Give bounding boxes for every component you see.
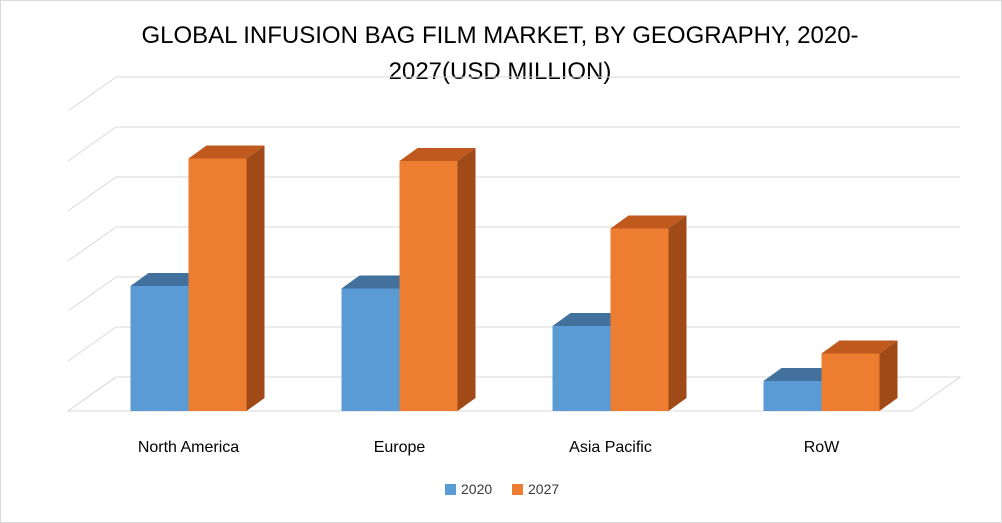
category-label: Europe <box>374 439 426 456</box>
bar-top <box>552 313 629 326</box>
chart-title-line-2: 2027(USD MILLION) <box>388 58 612 85</box>
gridline-side <box>67 326 117 362</box>
category-label: North America <box>138 439 239 456</box>
legend-label: 2027 <box>528 481 559 497</box>
bar-top <box>399 148 476 161</box>
bar-front <box>552 326 611 411</box>
legend-label: 2020 <box>461 481 492 497</box>
bar-front <box>130 286 189 411</box>
bars <box>130 145 898 411</box>
gridline-side <box>67 376 117 412</box>
gridline-side <box>67 226 117 262</box>
bar-top <box>610 215 687 229</box>
gridline-side <box>67 176 117 212</box>
bar-front <box>610 228 669 411</box>
legend-swatch <box>445 484 456 495</box>
bar-top <box>188 145 265 159</box>
bar-top <box>763 368 840 381</box>
bar-front <box>821 353 880 411</box>
category-labels: North America Europe Asia Pacific RoW <box>138 439 840 456</box>
gridline-side <box>67 276 117 312</box>
bar-top <box>821 340 898 354</box>
chart-title: GLOBAL INFUSION BAG FILM MARKET, BY GEOG… <box>100 18 900 90</box>
bar-front <box>341 288 400 411</box>
bar-front <box>188 158 247 411</box>
legend-swatch <box>512 484 523 495</box>
bar-2027-1 <box>399 148 476 411</box>
category-label: RoW <box>804 439 840 456</box>
bar-side <box>246 145 265 411</box>
chart-title-line-1: GLOBAL INFUSION BAG FILM MARKET, BY GEOG… <box>141 22 859 49</box>
bar-top <box>341 275 418 289</box>
bar-front <box>399 161 458 411</box>
gridline-side <box>67 126 117 162</box>
bar-side <box>879 340 898 411</box>
bar-2020-2 <box>552 313 629 411</box>
category-label: Asia Pacific <box>569 439 652 456</box>
bar-side <box>668 215 687 411</box>
bar-2027-3 <box>821 340 898 411</box>
bar-2027-0 <box>188 145 265 411</box>
legend: 2020 2027 <box>445 481 559 497</box>
bar-top <box>130 273 207 286</box>
bar-side <box>457 148 476 411</box>
bar-front <box>763 381 822 411</box>
bar-2027-2 <box>610 215 687 411</box>
gridline-side <box>67 76 117 112</box>
